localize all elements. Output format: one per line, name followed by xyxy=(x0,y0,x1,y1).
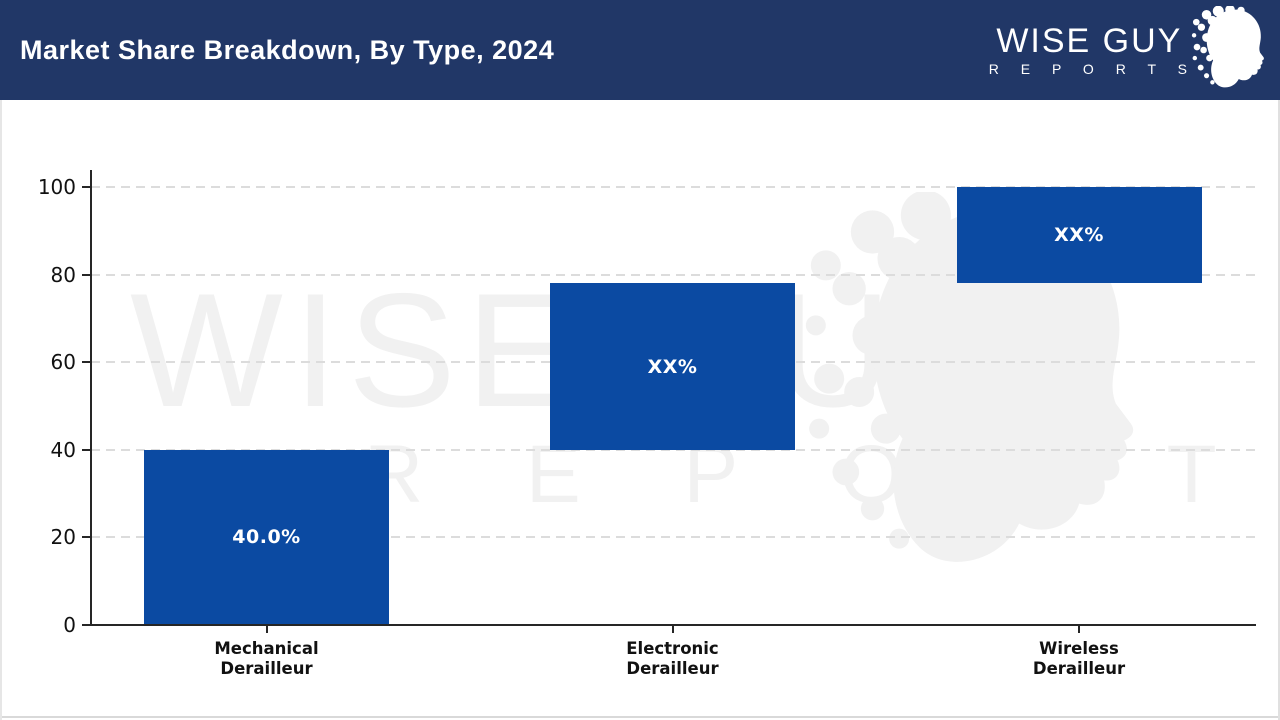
gridline xyxy=(91,186,1255,188)
y-tick-label: 60 xyxy=(50,350,76,375)
y-tick-label: 80 xyxy=(50,262,76,287)
y-tick-label: 40 xyxy=(50,437,76,462)
gridline xyxy=(91,536,1255,539)
x-axis-tick xyxy=(1078,626,1080,633)
chart-title: Market Share Breakdown, By Type, 2024 xyxy=(20,34,555,65)
x-axis-category-label: Mechanical Derailleur xyxy=(214,639,319,678)
waterfall-bar: 40.0% xyxy=(144,449,389,625)
bar-value-label: 40.0% xyxy=(232,526,301,549)
x-axis-tick xyxy=(265,626,268,633)
x-axis-category-label: Wireless Derailleur xyxy=(1032,639,1126,678)
logo-wordmark-line2: R E P O R T S xyxy=(988,61,1196,77)
waterfall-bar: XX% xyxy=(956,187,1202,284)
logo-wordmark: WISE GUY R E P O R T S xyxy=(983,23,1196,77)
bar-value-label: XX% xyxy=(1054,224,1104,247)
x-axis-line xyxy=(90,624,1256,626)
y-axis-tick xyxy=(82,448,90,451)
y-axis-tick xyxy=(82,273,90,276)
gridline xyxy=(91,273,1255,276)
y-tick-label: 0 xyxy=(63,613,76,637)
bar-value-label: XX% xyxy=(647,355,698,378)
y-axis-tick xyxy=(82,361,90,364)
logo-wordmark-line1: WISE GUY xyxy=(996,22,1183,60)
y-axis-line xyxy=(90,170,92,626)
wise-guy-logo: WISE GUY R E P O R T S xyxy=(983,6,1266,94)
footer-divider xyxy=(2,716,1278,718)
waterfall-bar: XX% xyxy=(550,283,795,450)
header-bar: Market Share Breakdown, By Type, 2024 WI… xyxy=(0,0,1280,100)
y-axis-tick xyxy=(82,536,90,539)
y-tick-label: 20 xyxy=(50,525,76,550)
y-axis-tick xyxy=(82,186,90,188)
chart-area: WISE GUY R E P O R T S 02040608010040.0%… xyxy=(0,100,1280,720)
gridline xyxy=(91,448,1255,451)
x-axis-tick xyxy=(671,626,674,633)
y-tick-label: 100 xyxy=(37,175,76,199)
x-axis-category-label: Electronic Derailleur xyxy=(626,639,719,678)
y-axis-tick xyxy=(82,624,90,626)
